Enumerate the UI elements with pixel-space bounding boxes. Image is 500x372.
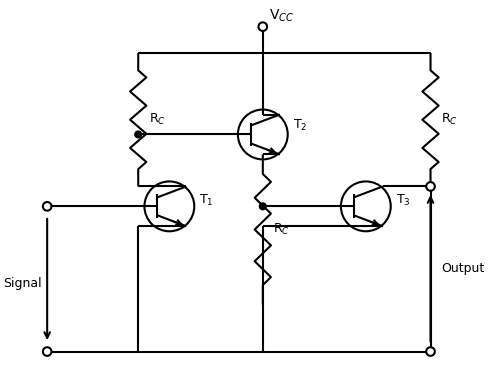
- Circle shape: [260, 203, 266, 210]
- Text: Output: Output: [441, 263, 484, 276]
- Circle shape: [426, 347, 435, 356]
- Circle shape: [43, 347, 52, 356]
- Text: T$_3$: T$_3$: [396, 193, 410, 208]
- Text: Signal: Signal: [3, 277, 42, 290]
- Text: T$_1$: T$_1$: [199, 193, 214, 208]
- Circle shape: [43, 202, 52, 211]
- Circle shape: [426, 182, 435, 191]
- Circle shape: [258, 22, 267, 31]
- Text: T$_2$: T$_2$: [292, 118, 307, 134]
- Text: V$_{CC}$: V$_{CC}$: [268, 8, 294, 24]
- Text: R$_C$: R$_C$: [149, 112, 166, 127]
- Text: R$_C$: R$_C$: [441, 112, 458, 127]
- Circle shape: [135, 131, 141, 138]
- Text: R$_C$: R$_C$: [274, 222, 290, 237]
